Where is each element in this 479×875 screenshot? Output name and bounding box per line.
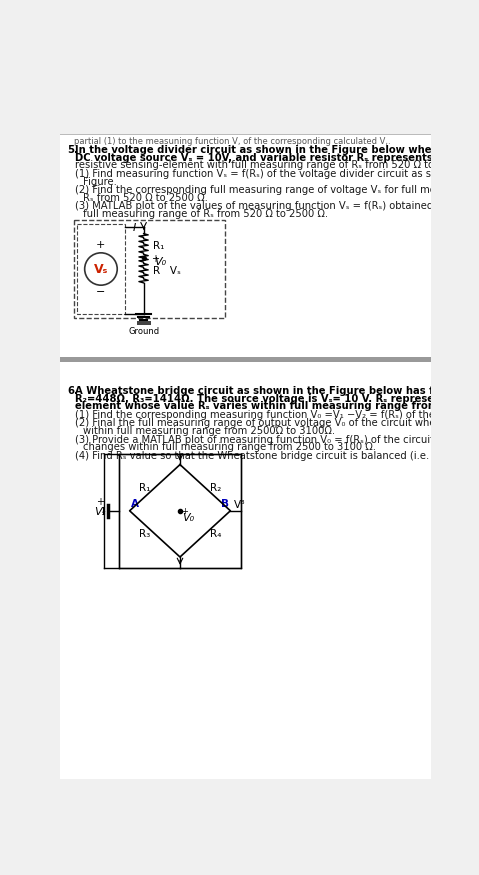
Text: A: A: [131, 500, 139, 509]
Text: R₁: R₁: [153, 241, 164, 251]
Text: Vₛ: Vₛ: [94, 262, 108, 276]
Text: (3) Provide a MATLAB plot of measuring function V₀ = f(Rₛ) of the circuit as Rₛ: (3) Provide a MATLAB plot of measuring f…: [75, 435, 463, 444]
Text: Verizon: Verizon: [66, 108, 113, 117]
Text: element whose value Rₛ varies within full measuring range from 2500Ω to 3100Ω.: element whose value Rₛ varies within ful…: [75, 402, 479, 411]
Text: −: −: [96, 287, 106, 297]
Text: 11:59 PM: 11:59 PM: [189, 108, 240, 117]
Text: +: +: [151, 254, 160, 263]
Text: resistive sensing-element with full measuring range of Rₛ from 520 Ω to 2500 Ω.: resistive sensing-element with full meas…: [75, 160, 477, 171]
Text: R₄: R₄: [210, 528, 221, 539]
Bar: [60, 121, 431, 134]
Text: (1) Find the corresponding measuring function V₀ =V₁ −V₂ = f(Rₛ) of the circuit.: (1) Find the corresponding measuring fun…: [75, 410, 473, 420]
FancyBboxPatch shape: [74, 220, 225, 318]
Text: 5.: 5.: [68, 145, 79, 155]
Bar: [60, 105, 431, 121]
Text: +: +: [96, 496, 104, 507]
Text: R₂: R₂: [210, 483, 221, 493]
Text: R₁: R₁: [139, 483, 150, 493]
Text: R   Vₛ: R Vₛ: [153, 265, 181, 276]
Text: R₂=448Ω, R₃=1414Ω. The source voltage is Vₛ= 10 V. Rₛ represents resistive sensi: R₂=448Ω, R₃=1414Ω. The source voltage is…: [75, 394, 479, 403]
FancyBboxPatch shape: [77, 224, 125, 313]
Text: A Wheatstone bridge circuit as shown in the Figure below has fixed resistors R₁=: A Wheatstone bridge circuit as shown in …: [75, 386, 479, 396]
Text: +: +: [96, 240, 106, 249]
Text: R₃: R₃: [139, 528, 150, 539]
Text: (3) MATLAB plot of the values of measuring function Vₛ = f(Rₛ) obtained in (1) w: (3) MATLAB plot of the values of measuri…: [75, 201, 479, 211]
Text: +: +: [182, 507, 188, 516]
Text: (2) Find the corresponding full measuring range of voltage Vₛ for full measuring: (2) Find the corresponding full measurin…: [75, 186, 479, 195]
Text: V₀: V₀: [182, 513, 194, 523]
Text: partial (1) to the measuning function V, of the corresponding calculated V,.: partial (1) to the measuning function V,…: [74, 136, 390, 145]
Text: Figure.: Figure.: [83, 177, 117, 186]
Text: Ground: Ground: [128, 326, 159, 336]
Text: (2) Final the full measuring range of output voltage V₀ of the circuit when Rₛ v: (2) Final the full measuring range of ou…: [75, 418, 479, 429]
Text: Vₛ: Vₛ: [94, 507, 106, 517]
Text: (1) Find measuring function Vₛ = f(Rₛ) of the voltage divider circuit as shown i: (1) Find measuring function Vₛ = f(Rₛ) o…: [75, 169, 479, 178]
Text: 6.: 6.: [68, 386, 79, 396]
Text: Rₛ from 520 Ω to 2500 Ω.: Rₛ from 520 Ω to 2500 Ω.: [83, 192, 208, 203]
Text: V₀: V₀: [154, 257, 166, 268]
Text: In the voltage divider circuit as shown in the Figure below where fixed resistor: In the voltage divider circuit as shown …: [75, 145, 479, 155]
Text: DC voltage source Vₛ = 10V, and variable resistor Rₛ represents resistance value: DC voltage source Vₛ = 10V, and variable…: [75, 153, 479, 163]
Text: within full measuring range from 2500Ω to 3100Ω.: within full measuring range from 2500Ω t…: [83, 426, 335, 436]
Circle shape: [85, 253, 117, 285]
Bar: [119, 454, 241, 568]
Text: 🔒 blackboard.cmich.edu: 🔒 blackboard.cmich.edu: [167, 121, 324, 134]
Text: B: B: [221, 500, 229, 509]
Text: (4) Find Rₛ value so that the Wheatstone bridge circuit is balanced (i.e. V₀ =0 : (4) Find Rₛ value so that the Wheatstone…: [75, 451, 479, 461]
Bar: [60, 357, 431, 362]
Text: Vᴮ: Vᴮ: [233, 500, 245, 509]
Text: 79%: 79%: [370, 108, 391, 117]
Text: I: I: [133, 223, 136, 233]
Bar: [137, 321, 150, 326]
Text: changes within full measuring range from 2500 to 3100 Ω.: changes within full measuring range from…: [83, 442, 376, 452]
Text: full measuring range of Rₛ from 520 Ω to 2500 Ω.: full measuring range of Rₛ from 520 Ω to…: [83, 209, 328, 219]
